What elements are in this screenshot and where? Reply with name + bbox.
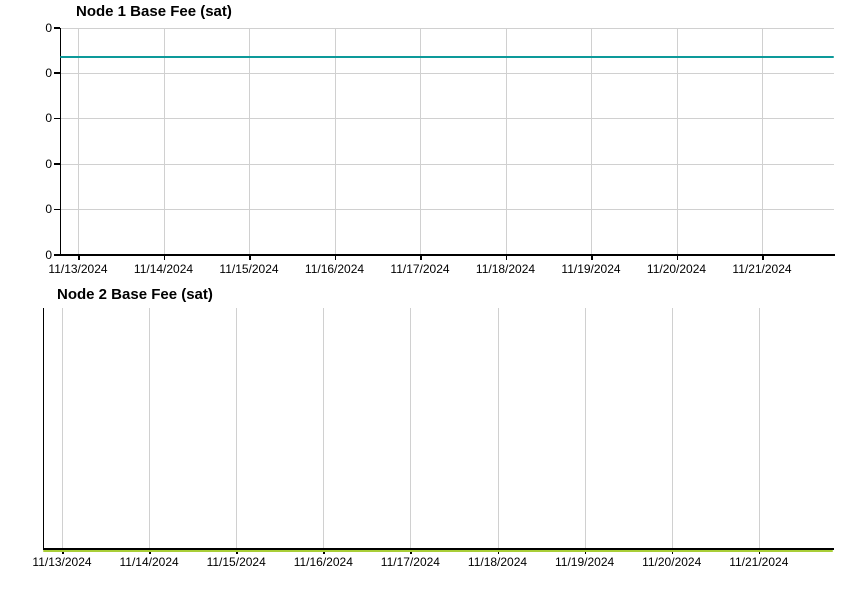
x-axis-tick-mark — [78, 254, 80, 260]
x-tick-label: 11/18/2024 — [475, 261, 536, 276]
x-tick-label: 11/17/2024 — [380, 555, 440, 569]
vertical-gridline — [410, 308, 412, 549]
vertical-gridline — [676, 27, 678, 255]
x-tick-label: 11/13/2024 — [48, 261, 108, 276]
y-tick-label: 0 — [45, 156, 52, 171]
x-axis-tick-mark — [249, 254, 251, 260]
vertical-gridline — [671, 308, 673, 549]
y-axis-line — [42, 308, 44, 550]
x-axis-tick-mark — [762, 254, 764, 260]
vertical-gridline — [323, 308, 325, 549]
horizontal-gridline — [60, 163, 834, 165]
y-tick-label: 0 — [45, 20, 52, 35]
vertical-gridline — [584, 308, 586, 549]
x-axis-tick-mark — [505, 254, 507, 260]
x-tick-label: 11/21/2024 — [732, 261, 792, 276]
x-axis-tick-mark — [676, 254, 678, 260]
x-axis-tick-mark — [420, 254, 422, 260]
x-tick-label: 11/15/2024 — [206, 555, 266, 569]
horizontal-gridline — [60, 72, 834, 74]
horizontal-gridline — [60, 209, 834, 211]
x-tick-label: 11/13/2024 — [32, 555, 92, 569]
y-axis-tick-mark — [54, 27, 60, 29]
vertical-gridline — [591, 27, 592, 255]
y-tick-label: 0 — [45, 111, 52, 126]
x-tick-label: 11/16/2024 — [293, 555, 353, 569]
x-axis-tick-mark — [334, 254, 336, 260]
vertical-gridline — [149, 308, 151, 549]
y-tick-label: 0 — [45, 247, 52, 262]
y-tick-label: 0 — [45, 202, 52, 217]
vertical-gridline — [420, 27, 421, 255]
chart1-title: Node 1 Base Fee (sat) — [76, 3, 232, 20]
x-tick-label: 11/19/2024 — [561, 261, 621, 276]
vertical-gridline — [505, 27, 507, 255]
x-tick-label: 11/21/2024 — [729, 555, 789, 569]
vertical-gridline — [758, 308, 760, 549]
vertical-gridline — [497, 308, 499, 549]
x-tick-label: 11/14/2024 — [133, 261, 194, 276]
x-tick-label: 11/20/2024 — [646, 261, 707, 276]
y-tick-label: 0 — [45, 65, 52, 80]
x-tick-label: 11/17/2024 — [390, 261, 450, 276]
series-line-node-2-base-fee — [43, 549, 833, 552]
horizontal-gridline — [60, 118, 834, 120]
chart2-title: Node 2 Base Fee (sat) — [57, 286, 213, 303]
x-tick-label: 11/19/2024 — [555, 555, 615, 569]
y-axis-tick-mark — [54, 254, 60, 256]
x-tick-label: 11/20/2024 — [642, 555, 702, 569]
horizontal-gridline — [60, 27, 834, 29]
vertical-gridline — [236, 308, 238, 549]
x-axis-tick-mark — [591, 254, 593, 260]
y-axis-line — [59, 27, 61, 256]
y-axis-tick-mark — [54, 72, 60, 74]
y-axis-tick-mark — [54, 208, 60, 211]
x-axis-line — [59, 254, 835, 256]
y-axis-tick-mark — [54, 163, 60, 165]
x-tick-label: 11/18/2024 — [467, 555, 528, 569]
x-axis-tick-mark — [163, 254, 165, 260]
vertical-gridline — [249, 27, 250, 255]
vertical-gridline — [78, 27, 79, 255]
vertical-gridline — [762, 27, 763, 255]
x-tick-label: 11/14/2024 — [119, 555, 179, 569]
x-axis-line — [42, 548, 834, 550]
vertical-gridline — [62, 308, 63, 549]
y-axis-tick-mark — [54, 117, 60, 120]
vertical-gridline — [334, 27, 336, 255]
series-line-node-1-base-fee — [60, 55, 834, 59]
x-tick-label: 11/16/2024 — [304, 261, 365, 276]
vertical-gridline — [163, 27, 165, 255]
x-tick-label: 11/15/2024 — [219, 261, 279, 276]
